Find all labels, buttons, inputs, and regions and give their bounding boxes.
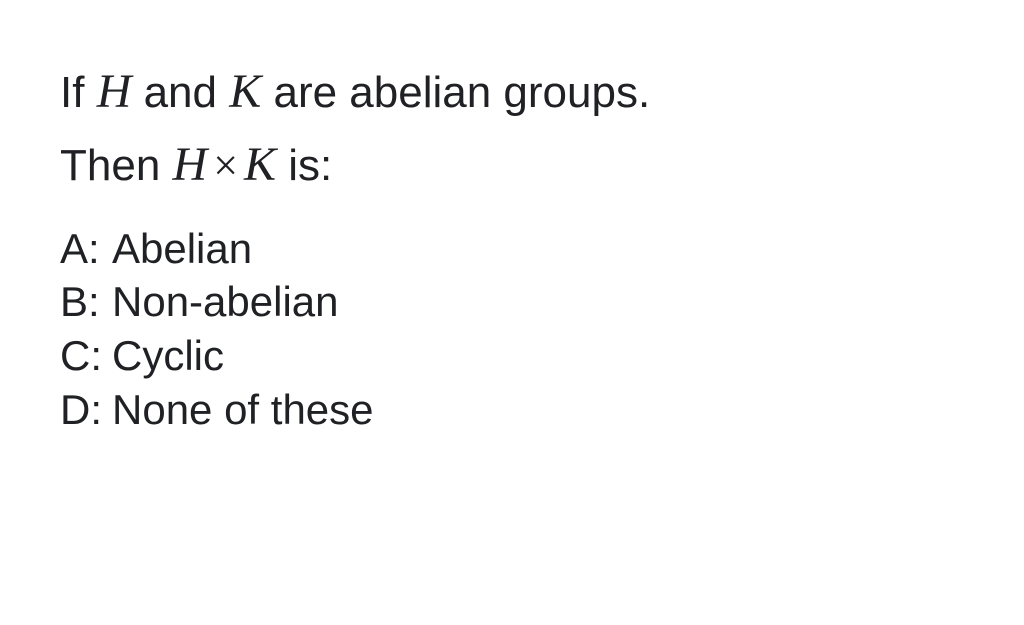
math-product-h: H <box>173 138 208 191</box>
text-is: is: <box>276 141 332 190</box>
text-if: If <box>60 68 97 117</box>
text-then: Then <box>60 141 173 190</box>
math-product-k: K <box>244 138 276 191</box>
option-label: C: <box>60 329 112 383</box>
option-b: B:Non-abelian <box>60 275 984 329</box>
question-line-1: If H and K are abelian groups. <box>60 60 984 125</box>
option-a: A:Abelian <box>60 222 984 276</box>
option-text: Non-abelian <box>112 278 339 325</box>
option-d: D:None of these <box>60 383 984 437</box>
option-c: C:Cyclic <box>60 329 984 383</box>
question-container: If H and K are abelian groups. Then H×K … <box>0 0 1024 477</box>
math-times-op: × <box>207 141 244 190</box>
option-text: None of these <box>112 386 374 433</box>
options-list: A:Abelian B:Non-abelian C:Cyclic D:None … <box>60 222 984 437</box>
text-are-abelian: are abelian groups. <box>261 68 650 117</box>
option-text: Cyclic <box>112 332 224 379</box>
option-label: D: <box>60 383 112 437</box>
option-label: A: <box>60 222 112 276</box>
math-var-h: H <box>97 65 132 118</box>
math-var-k: K <box>229 65 261 118</box>
text-and: and <box>131 68 229 117</box>
option-text: Abelian <box>112 225 252 272</box>
question-line-2: Then H×K is: <box>60 133 984 198</box>
option-label: B: <box>60 275 112 329</box>
